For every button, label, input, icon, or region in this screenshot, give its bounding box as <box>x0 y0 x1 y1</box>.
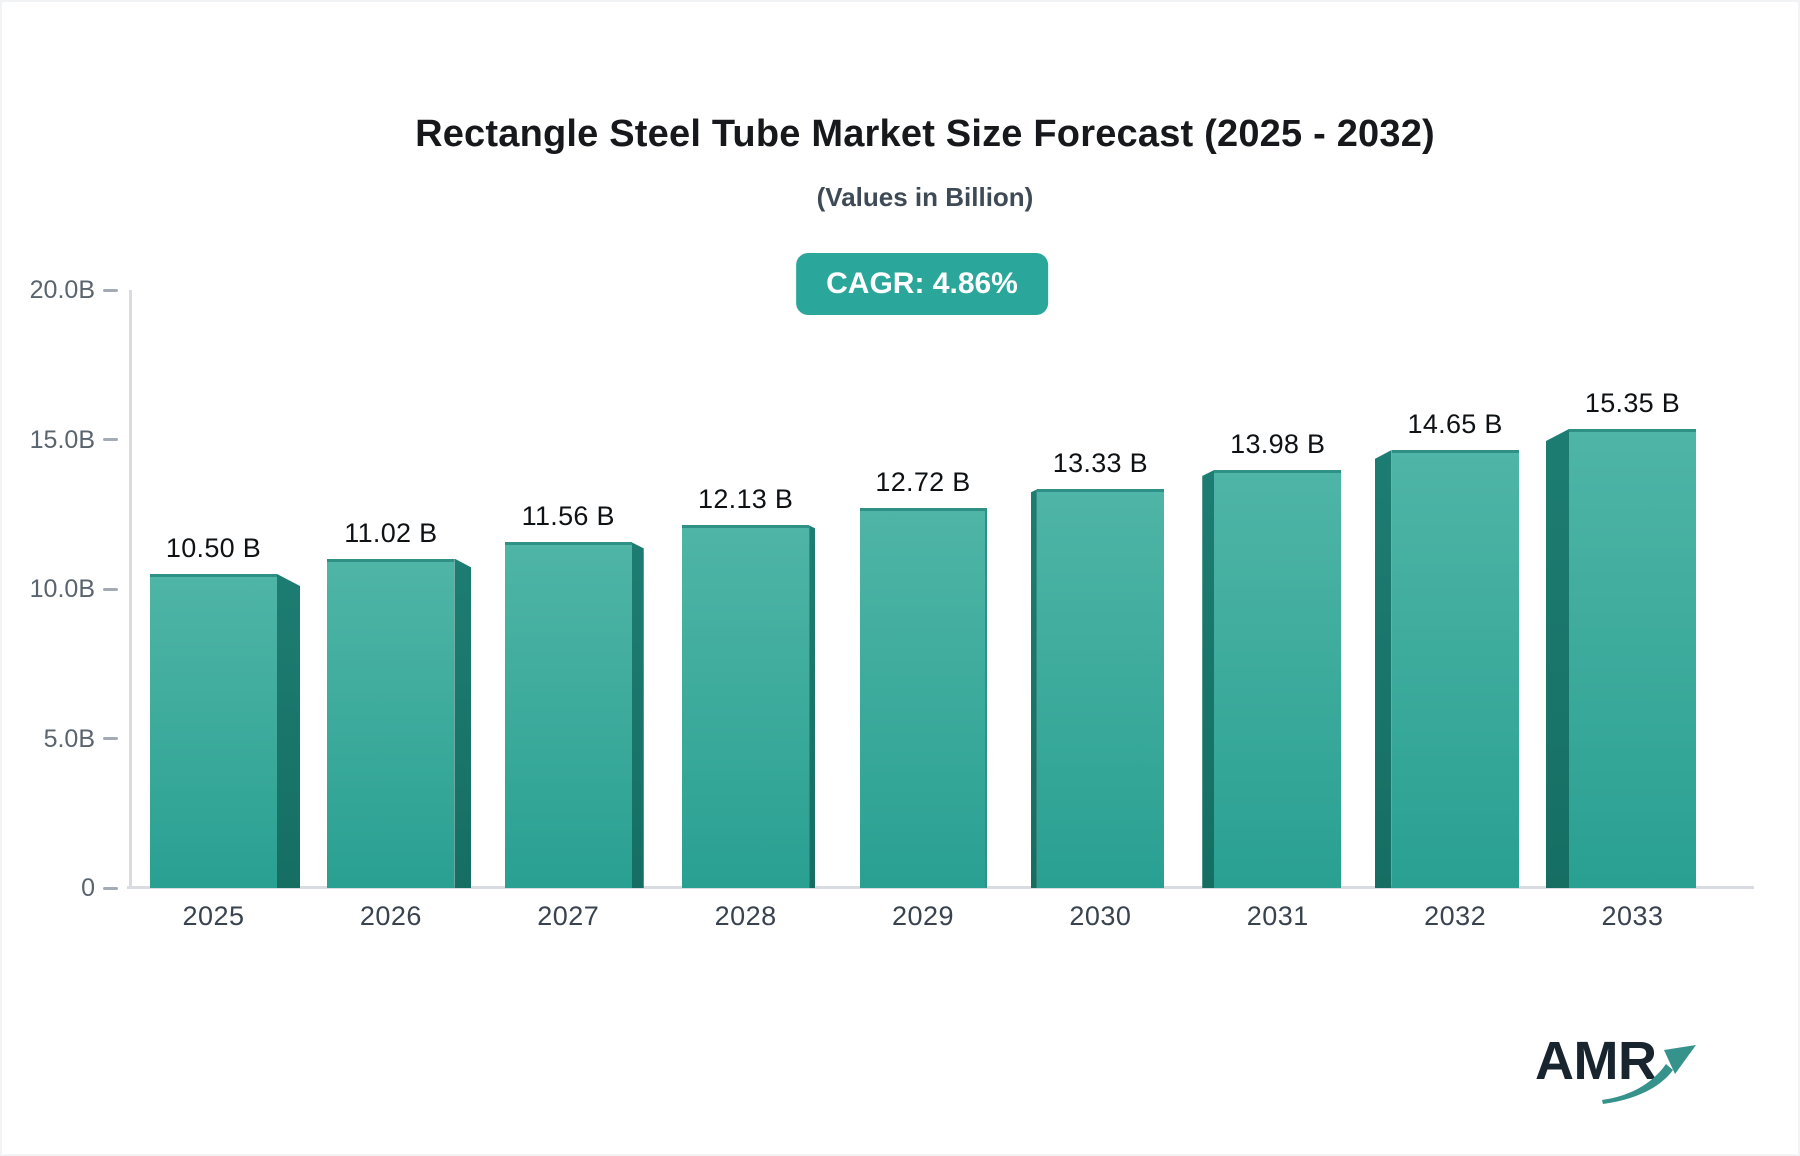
bar-side-face-2026 <box>454 558 472 888</box>
bar-2027 <box>504 542 632 888</box>
bar-value-label-2025: 10.50 B <box>165 533 262 564</box>
y-axis-label: 15.0B <box>29 425 95 454</box>
y-axis-tick <box>103 438 118 441</box>
y-axis-line <box>129 290 132 889</box>
y-axis-label: 10.0B <box>29 575 95 603</box>
x-axis-label-2025: 2025 <box>182 901 245 931</box>
bar-2026 <box>327 558 455 888</box>
bar-2031 <box>1214 469 1342 888</box>
y-axis-tick <box>103 737 118 740</box>
bar-value-label-2026: 11.02 B <box>344 517 438 548</box>
x-axis-label-2030: 2030 <box>1069 901 1132 931</box>
bar-2032 <box>1391 449 1519 888</box>
y-axis-label: 5.0B <box>43 724 95 753</box>
amr-logo: AMR <box>1535 1030 1765 1120</box>
x-axis-label-2026: 2026 <box>359 901 422 931</box>
chart-subtitle: (Values in Billion) <box>816 182 1034 212</box>
bar-value-label-2030: 13.33 B <box>1052 448 1148 479</box>
bar-side-face-2033 <box>1546 429 1569 888</box>
growth-arrow-icon <box>1602 1045 1696 1104</box>
amr-logo-text: AMR <box>1535 1031 1657 1091</box>
bar-2033 <box>1569 429 1696 888</box>
bar-2030 <box>1036 489 1164 888</box>
bar-side-face-2025 <box>277 574 300 888</box>
bar-side-face-2030 <box>1030 489 1037 888</box>
x-axis-label-2032: 2032 <box>1424 901 1487 931</box>
bar-side-face-2027 <box>631 542 644 888</box>
y-axis-label: 20.0B <box>29 276 95 304</box>
bar-side-face-2032 <box>1374 449 1392 888</box>
y-axis-tick <box>103 288 118 292</box>
bar-value-label-2029: 12.72 B <box>875 466 971 497</box>
x-axis-label-2033: 2033 <box>1601 901 1664 931</box>
y-axis-tick <box>103 587 118 591</box>
bar-side-face-2031 <box>1202 469 1215 888</box>
bar-side-face-2028 <box>809 525 816 888</box>
bar-value-label-2028: 12.13 B <box>698 484 794 515</box>
bar-value-label-2031: 13.98 B <box>1230 428 1326 459</box>
bar-value-label-2027: 11.56 B <box>521 501 615 532</box>
x-axis-label-2029: 2029 <box>891 901 955 931</box>
bar-2025 <box>150 574 277 888</box>
bar-2028 <box>682 525 810 888</box>
y-axis-label: 0 <box>81 874 95 902</box>
cagr-badge: CAGR: 4.86% <box>796 253 1048 315</box>
x-axis-label-2028: 2028 <box>714 901 777 931</box>
bar-value-label-2033: 15.35 B <box>1584 388 1681 419</box>
y-axis-tick <box>103 886 118 890</box>
x-axis-label-2027: 2027 <box>537 901 600 931</box>
x-axis-label-2031: 2031 <box>1246 901 1309 931</box>
bar-2029 <box>859 507 987 888</box>
bar-value-label-2032: 14.65 B <box>1407 408 1503 439</box>
chart-title: Rectangle Steel Tube Market Size Forecas… <box>415 113 1435 155</box>
